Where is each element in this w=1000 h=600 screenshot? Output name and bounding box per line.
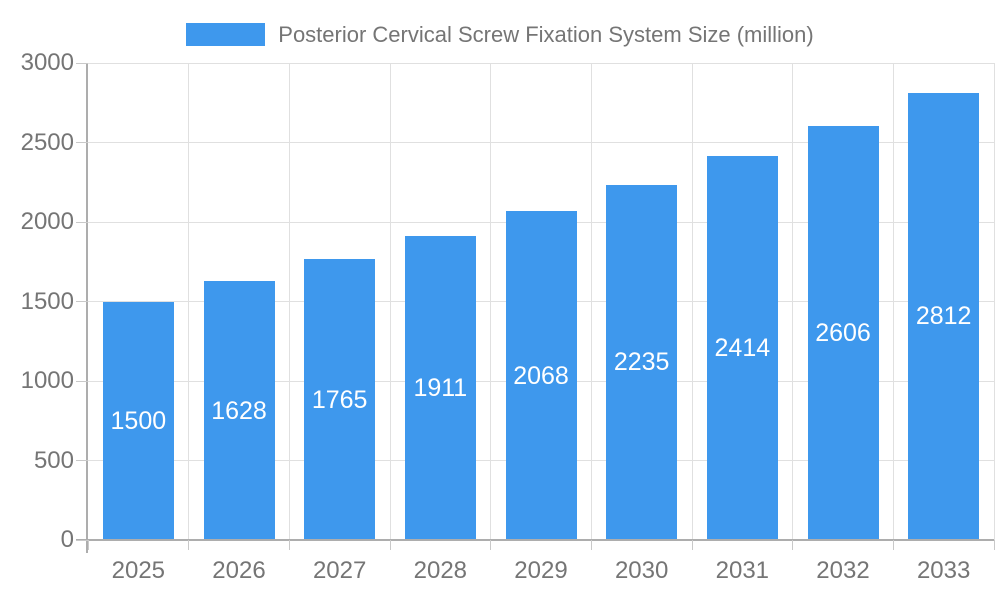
bar-2028[interactable]: 1911 (404, 236, 476, 540)
y-axis-label-2500: 2500 (20, 128, 74, 156)
x-tick-1 (188, 540, 190, 550)
legend-swatch-icon (186, 23, 266, 46)
v-gridline-8 (892, 63, 894, 540)
x-axis-label-2030: 2030 (614, 557, 669, 584)
v-gridline-1 (188, 63, 190, 540)
bar-2029[interactable]: 2068 (505, 211, 577, 540)
v-gridline-3 (389, 63, 391, 540)
y-tick-1500 (76, 301, 88, 302)
y-tick-500 (76, 460, 88, 461)
bar-value-label: 1628 (211, 396, 267, 425)
y-axis-label-1000: 1000 (20, 367, 74, 394)
x-tick-7 (792, 540, 794, 550)
h-gridline-2500 (88, 142, 994, 143)
bar-2030[interactable]: 2235 (606, 184, 678, 540)
y-tick-2500 (76, 142, 88, 143)
bar-2032[interactable]: 2606 (807, 125, 879, 540)
v-gridline-5 (590, 63, 592, 540)
bar-value-label: 1911 (413, 374, 468, 403)
bar-value-label: 2068 (513, 361, 569, 390)
y-axis-label-0: 0 (60, 526, 74, 553)
bar-value-label: 1500 (110, 406, 167, 435)
x-axis-label-2027: 2027 (312, 557, 367, 584)
bar-value-label: 1765 (311, 385, 368, 414)
x-axis-label-2032: 2032 (816, 557, 870, 584)
y-tick-0 (76, 539, 88, 541)
y-tick-1000 (76, 380, 88, 382)
x-axis-label-2025: 2025 (111, 557, 166, 584)
x-axis-label-2026: 2026 (212, 557, 266, 584)
bar-2026[interactable]: 1628 (203, 281, 275, 540)
bar-2027[interactable]: 1765 (304, 259, 376, 540)
bar-value-label: 2414 (714, 334, 771, 363)
y-axis-label-1500: 1500 (20, 287, 74, 315)
x-tick-4 (490, 540, 492, 550)
x-axis-line (76, 539, 994, 541)
x-tick-0 (87, 540, 89, 550)
bar-2031[interactable]: 2414 (706, 156, 778, 540)
y-axis-label-2000: 2000 (20, 208, 74, 235)
v-gridline-2 (288, 63, 290, 540)
x-axis-label-2029: 2029 (514, 557, 568, 584)
bar-value-label: 2606 (815, 318, 871, 347)
y-tick-2000 (76, 221, 88, 223)
legend-item[interactable]: Posterior Cervical Screw Fixation System… (0, 21, 1000, 48)
h-gridline-3000 (88, 62, 994, 64)
bar-value-label: 2235 (613, 348, 670, 377)
bar-2033[interactable]: 2812 (908, 92, 980, 540)
y-axis-label-500: 500 (33, 446, 74, 474)
x-axis-label-2033: 2033 (916, 557, 971, 584)
v-gridline-6 (691, 63, 693, 540)
x-axis-label-2031: 2031 (715, 557, 770, 584)
y-tick-3000 (76, 62, 88, 64)
x-tick-9 (993, 540, 995, 550)
x-tick-3 (389, 540, 391, 550)
bar-value-label: 2812 (915, 302, 972, 331)
v-gridline-9 (993, 63, 995, 540)
x-tick-2 (288, 540, 290, 550)
v-gridline-7 (792, 63, 794, 540)
x-tick-6 (691, 540, 693, 550)
x-tick-8 (892, 540, 894, 550)
v-gridline-4 (490, 63, 492, 540)
x-tick-5 (590, 540, 592, 550)
y-axis-label-3000: 3000 (20, 49, 74, 76)
x-axis-label-2028: 2028 (413, 557, 468, 584)
legend-label: Posterior Cervical Screw Fixation System… (278, 22, 814, 47)
y-axis-line (86, 63, 88, 553)
bar-2025[interactable]: 1500 (102, 301, 174, 540)
